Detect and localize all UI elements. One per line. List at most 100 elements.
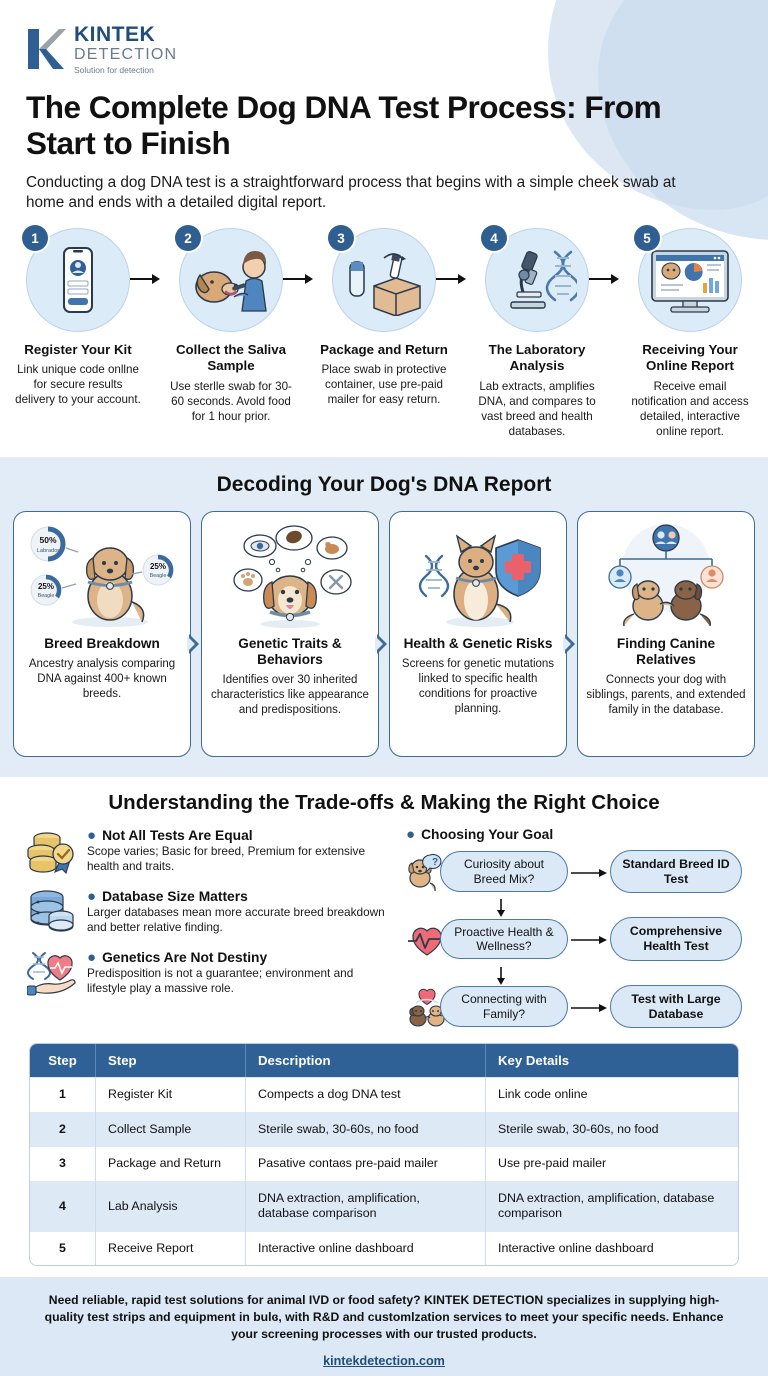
tradeoff-item: ● Database Size Matters Larger databases… bbox=[26, 888, 392, 936]
puppy-question-icon: ? bbox=[406, 851, 448, 893]
flow-question-pill[interactable]: Connecting with Family? bbox=[440, 986, 568, 1027]
flow-answer-pill[interactable]: Test with Large Database bbox=[610, 984, 742, 1029]
tradeoff-desc: Predisposition is not a guarantee; envir… bbox=[87, 965, 354, 996]
card-title: Health & Genetic Risks bbox=[403, 635, 553, 651]
cell-description: Sterile swab, 30-60s, no food bbox=[246, 1111, 486, 1147]
tradeoff-desc: Larger databases mean more accurate bree… bbox=[87, 904, 385, 935]
svg-text:Beagle: Beagle bbox=[38, 593, 55, 599]
arrow-right-icon bbox=[571, 1001, 607, 1013]
cell-step-num: 4 bbox=[30, 1180, 96, 1231]
decoding-section: Decoding Your Dog's DNA Report bbox=[0, 456, 768, 777]
flow-answer-pill[interactable]: Standard Breed ID Test bbox=[610, 849, 742, 894]
table-body: 1 Register Kit Compects a dog DNA test L… bbox=[30, 1077, 738, 1266]
cell-description: Interactive online dashboard bbox=[246, 1230, 486, 1266]
step-title: The Laboratory Analysis bbox=[488, 342, 586, 374]
dog-shield-dna-icon bbox=[398, 522, 558, 630]
kintek-k-logo-icon bbox=[26, 25, 66, 73]
process-step: 5 bbox=[626, 225, 754, 439]
arrow-down-icon bbox=[494, 899, 508, 918]
step-number: 4 bbox=[481, 225, 507, 252]
flow-question-pill[interactable]: Proactive Health & Wellness? bbox=[440, 918, 568, 960]
step-number: 2 bbox=[175, 225, 201, 252]
cell-key-details: Use pre-paid mailer bbox=[486, 1146, 738, 1181]
flow-answer-pill[interactable]: Comprehensive Health Test bbox=[610, 917, 742, 961]
flow-row: ? Curiosity about Breed Mix? Standard Br… bbox=[406, 849, 742, 894]
cell-step-name: Receive Report bbox=[96, 1230, 246, 1266]
decoding-card-genetic-traits: Genetic Traits & Behaviors Identifies ov… bbox=[201, 510, 387, 757]
bullet-icon: ● bbox=[87, 826, 97, 844]
cell-step-num: 1 bbox=[30, 1077, 96, 1112]
decoding-card-canine-relatives: Finding Canine Relatives Connects your d… bbox=[577, 510, 755, 757]
flow-row: Connecting with Family? Test with Large … bbox=[406, 984, 742, 1029]
column-header-step-num: Step bbox=[30, 1044, 96, 1078]
table-row: 2 Collect Sample Sterile swab, 30-60s, n… bbox=[30, 1111, 738, 1147]
tradeoff-item: ● Not All Tests Are Equal Scope varies; … bbox=[26, 827, 392, 875]
tradeoff-title: Database Size Matters bbox=[102, 888, 248, 904]
step-title: Receiving Your Online Report bbox=[642, 342, 738, 374]
svg-text:Labrador: Labrador bbox=[37, 548, 60, 554]
arrow-right-icon bbox=[571, 866, 607, 878]
table-row: 3 Package and Return Pasative contaɞs pr… bbox=[30, 1146, 738, 1181]
flow-question-pill[interactable]: Curiosity about Breed Mix? bbox=[440, 851, 568, 892]
breed-pie-dog-icon: 50% Labrador 25% Beagle 25% Beagle bbox=[22, 522, 182, 630]
card-title: Genetic Traits & Behaviors bbox=[238, 635, 342, 668]
svg-text:25%: 25% bbox=[38, 582, 54, 591]
tradeoff-item: ● Genetics Are Not Destiny Predispositio… bbox=[26, 949, 392, 997]
svg-text:Beagle: Beagle bbox=[150, 573, 167, 579]
cell-step-num: 5 bbox=[30, 1230, 96, 1266]
monitor-report-icon bbox=[638, 228, 742, 333]
footer-website-link[interactable]: kintekdetection.com bbox=[323, 1353, 445, 1368]
cell-step-name: Register Kit bbox=[96, 1077, 246, 1112]
process-step: 2 Co bbox=[167, 225, 313, 424]
svg-text:50%: 50% bbox=[39, 535, 56, 545]
logo-tagline: Solution for detection bbox=[74, 64, 154, 75]
brand-logo: KINTEK DETECTION Solution for detection bbox=[26, 22, 742, 76]
process-step: 4 bbox=[473, 225, 619, 439]
bullet-icon: ● bbox=[87, 887, 97, 905]
cell-step-num: 2 bbox=[30, 1111, 96, 1147]
step-desc: Receive email notification and access de… bbox=[631, 379, 749, 438]
table-row: 1 Register Kit Compects a dog DNA test L… bbox=[30, 1077, 738, 1112]
cell-step-name: Collect Sample bbox=[96, 1111, 246, 1147]
table-row: 4 Lab Analysis DNA extraction, amplifica… bbox=[30, 1180, 738, 1231]
column-header-step-name: Step bbox=[96, 1044, 246, 1078]
cell-key-details: Sterile swab, 30-60s, no food bbox=[486, 1111, 738, 1147]
cell-key-details: Link code online bbox=[486, 1077, 738, 1112]
step-title: Package and Return bbox=[320, 342, 448, 358]
summary-table-wrapper: Step Step Description Key Details 1 Regi… bbox=[0, 1034, 768, 1266]
page-title: The Complete Dog DNA Test Process: From … bbox=[26, 89, 662, 161]
tradeoff-desc: Scope varies; Basic for breed, Premium f… bbox=[87, 843, 365, 874]
decoding-card-breed-breakdown: 50% Labrador 25% Beagle 25% Beagle Breed… bbox=[13, 510, 199, 757]
process-step: 1 Register Your Kit Link unique code bbox=[14, 225, 160, 407]
footer: Need reliable, rapid test solutions for … bbox=[0, 1277, 768, 1376]
dog-traits-thought-bubbles-icon bbox=[210, 522, 370, 630]
card-connector-notch bbox=[187, 633, 199, 654]
decoding-heading: Decoding Your Dog's DNA Report bbox=[216, 472, 552, 496]
card-title: Breed Breakdown bbox=[44, 635, 160, 651]
cell-key-details: Interactive online dashboard bbox=[486, 1230, 738, 1266]
tradeoffs-list: ● Not All Tests Are Equal Scope varies; … bbox=[26, 827, 392, 1035]
arrow-right-icon bbox=[571, 933, 607, 945]
step-desc: Place swab in protective container, use … bbox=[321, 363, 447, 407]
step-desc: Lab extracts, amplifies DNA, and compare… bbox=[478, 379, 596, 438]
card-connector-notch bbox=[563, 633, 575, 654]
tradeoffs-section: Understanding the Trade-offs & Making th… bbox=[0, 777, 768, 1035]
card-desc: Connects your dog with siblings, parents… bbox=[586, 674, 746, 717]
flow-row: Proactive Health & Wellness? Comprehensi… bbox=[406, 917, 742, 961]
cell-key-details: DNA extraction, amplification, database … bbox=[486, 1180, 738, 1231]
step-title: Collect the Saliva Sample bbox=[175, 342, 287, 374]
card-desc: Screens for genetic mutations linked to … bbox=[401, 658, 555, 715]
coins-badge-icon bbox=[26, 827, 78, 875]
card-title: Finding Canine Relatives bbox=[616, 635, 716, 668]
step-desc: Use sterlle swab for 30-60 seconds. Avol… bbox=[170, 379, 292, 423]
card-desc: Ancestry analysis comparing DNA against … bbox=[28, 658, 176, 700]
bullet-icon: ● bbox=[87, 948, 97, 966]
card-desc: Identifies over 30 inherited characteris… bbox=[211, 674, 369, 717]
step-title: Register Your Kit bbox=[24, 342, 132, 358]
arrow-right-icon bbox=[436, 272, 466, 286]
arrow-right-icon bbox=[283, 272, 313, 286]
cell-step-num: 3 bbox=[30, 1146, 96, 1181]
header: KINTEK DETECTION Solution for detection … bbox=[0, 0, 768, 214]
step-desc: Link unique code onllne for secure resul… bbox=[15, 363, 141, 407]
